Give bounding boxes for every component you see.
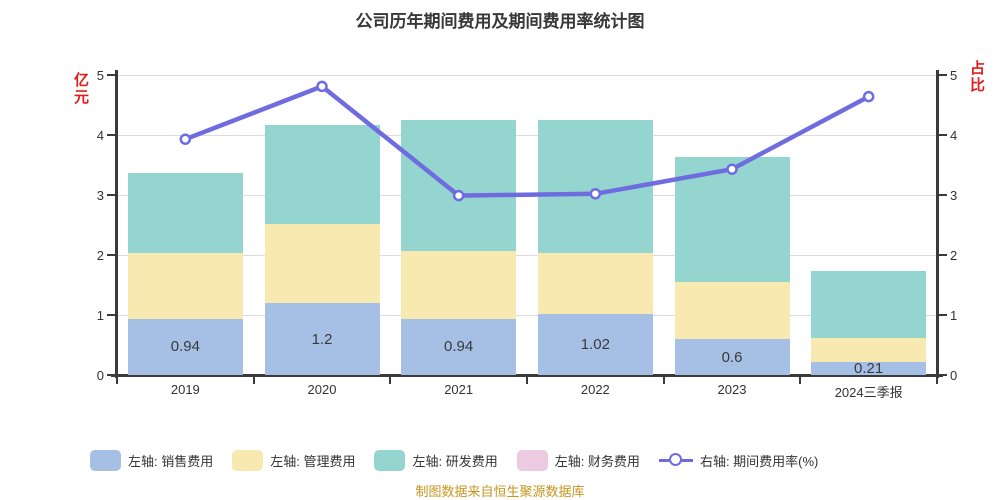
right-tick-mark-5 xyxy=(939,74,947,76)
x-tick-mark-2 xyxy=(389,377,392,384)
legend-item-line[interactable]: 右轴: 期间费用率(%) xyxy=(658,450,819,471)
bar-segment[interactable] xyxy=(674,339,790,375)
x-tick-mark-0 xyxy=(116,377,118,384)
legend-label: 左轴: 研发费用 xyxy=(412,453,498,469)
bar-segment[interactable] xyxy=(264,124,380,224)
left-tick-mark-4 xyxy=(107,134,115,136)
right-y-axis-line xyxy=(936,70,939,378)
left-tick-mark-3 xyxy=(107,194,115,196)
line-data-point-2024三季报[interactable] xyxy=(862,90,875,103)
stacked-bar-2021[interactable]: 0.94 xyxy=(401,75,517,375)
bar-segment[interactable] xyxy=(264,223,380,303)
right-tick-label-1: 1 xyxy=(950,308,958,323)
x-tick-mark-4 xyxy=(662,377,665,384)
left-tick-label-1: 1 xyxy=(96,308,104,323)
legend-line-marker-icon xyxy=(658,450,693,471)
bar-segment[interactable] xyxy=(537,313,653,375)
bar-segment[interactable] xyxy=(674,282,790,339)
right-tick-label-5: 5 xyxy=(950,68,958,83)
bar-value-label: 0.94 xyxy=(170,338,200,356)
legend-item[interactable]: 左轴: 管理费用 xyxy=(232,449,356,471)
legend-label: 左轴: 财务费用 xyxy=(554,453,640,469)
right-tick-label-2: 2 xyxy=(950,248,958,263)
left-axis-unit-label: 亿元 xyxy=(72,72,89,106)
left-tick-label-5: 5 xyxy=(96,68,104,83)
right-tick-label-4: 4 xyxy=(950,128,958,143)
legend: 左轴: 销售费用 左轴: 管理费用 左轴: 研发费用 左轴: 财务费用 右轴: 期间费用… xyxy=(90,448,950,472)
line-series-path xyxy=(183,84,871,198)
x-tick-mark-3 xyxy=(526,377,528,384)
bar-segment[interactable] xyxy=(811,362,927,375)
x-tick-mark-1 xyxy=(252,377,255,384)
bar-segment[interactable] xyxy=(127,318,243,375)
legend-swatch-icon xyxy=(90,449,121,471)
stacked-bar-2020[interactable]: 1.2 xyxy=(264,75,380,375)
bar-segment[interactable] xyxy=(811,270,927,339)
line-data-point-2021[interactable] xyxy=(452,189,465,202)
right-axis-unit-label: 占比 xyxy=(968,60,985,94)
bar-segment[interactable] xyxy=(401,318,517,375)
legend-label: 左轴: 销售费用 xyxy=(128,453,214,469)
left-tick-mark-1 xyxy=(107,314,115,316)
legend-label: 右轴: 期间费用率(%) xyxy=(699,453,819,469)
left-tick-label-2: 2 xyxy=(96,248,104,263)
right-tick-mark-2 xyxy=(939,254,947,256)
line-data-point-2020[interactable] xyxy=(316,80,328,93)
bar-segment[interactable] xyxy=(401,250,517,319)
bar-value-label: 0.6 xyxy=(721,348,743,366)
legend-label: 左轴: 管理费用 xyxy=(270,453,356,469)
bar-value-label: 1.02 xyxy=(580,335,610,353)
x-axis-label-2023: 2023 xyxy=(717,382,747,397)
right-tick-label-0: 0 xyxy=(950,368,958,383)
gridline-y-2 xyxy=(117,255,937,256)
x-tick-mark-6 xyxy=(936,377,938,384)
bar-value-label: 0.94 xyxy=(444,338,474,356)
left-tick-mark-0 xyxy=(107,374,115,376)
right-tick-mark-3 xyxy=(939,194,947,196)
right-tick-mark-4 xyxy=(939,134,947,136)
left-tick-mark-5 xyxy=(107,74,115,76)
bar-segment[interactable] xyxy=(537,252,653,314)
data-source-note: 制图数据来自恒生聚源数据库 xyxy=(415,484,585,499)
legend-item[interactable]: 左轴: 财务费用 xyxy=(516,449,640,471)
x-axis-label-2024三季报: 2024三季报 xyxy=(834,385,903,400)
bar-segment[interactable] xyxy=(811,338,927,363)
gridline-y-5 xyxy=(117,75,937,76)
x-axis-label-2022: 2022 xyxy=(580,382,610,397)
bar-value-label: 1.2 xyxy=(311,330,333,348)
stacked-bar-2019[interactable]: 0.94 xyxy=(127,75,243,375)
x-axis-label-2020: 2020 xyxy=(307,382,337,397)
chart-title: 公司历年期间费用及期间费用率统计图 xyxy=(355,12,645,31)
legend-swatch-icon xyxy=(516,449,548,471)
left-tick-mark-2 xyxy=(107,254,115,256)
line-data-point-2022[interactable] xyxy=(589,188,602,200)
left-tick-label-4: 4 xyxy=(96,128,104,143)
bar-segment[interactable] xyxy=(127,253,243,319)
bar-segment[interactable] xyxy=(401,120,517,251)
line-data-point-2019[interactable] xyxy=(179,133,192,145)
right-tick-label-3: 3 xyxy=(950,188,958,203)
left-y-axis-line xyxy=(115,70,118,378)
legend-item[interactable]: 左轴: 销售费用 xyxy=(90,449,214,471)
right-tick-mark-0 xyxy=(939,374,947,376)
legend-item[interactable]: 左轴: 研发费用 xyxy=(374,449,498,471)
line-data-point-2023[interactable] xyxy=(726,163,738,175)
bar-value-label: 0.21 xyxy=(854,360,884,378)
gridline-y-4 xyxy=(117,135,937,136)
stacked-bar-2024三季报[interactable]: 0.21 xyxy=(811,75,927,378)
bar-segment[interactable] xyxy=(127,173,243,254)
bar-segment[interactable] xyxy=(264,303,380,375)
legend-swatch-icon xyxy=(232,449,264,471)
legend-swatch-icon xyxy=(374,449,406,471)
left-tick-label-3: 3 xyxy=(96,188,104,203)
x-axis-line xyxy=(111,374,943,377)
right-tick-mark-1 xyxy=(939,314,947,316)
left-tick-label-0: 0 xyxy=(96,368,104,383)
x-tick-mark-5 xyxy=(799,377,802,384)
x-axis-label-2021: 2021 xyxy=(444,382,474,397)
x-axis-label-2019: 2019 xyxy=(170,382,200,397)
gridline-y-1 xyxy=(117,315,937,316)
